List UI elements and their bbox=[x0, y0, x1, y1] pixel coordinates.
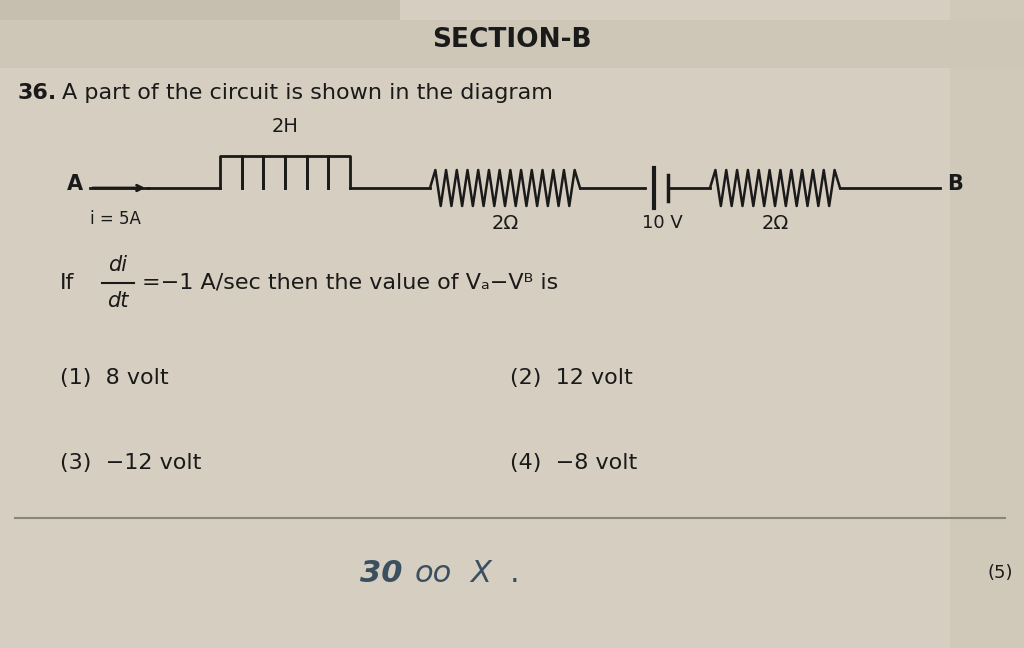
Text: (5): (5) bbox=[987, 564, 1013, 582]
Text: di: di bbox=[109, 255, 128, 275]
Bar bbox=[0, 0, 400, 68]
Bar bbox=[0, 20, 1024, 68]
Text: 36.: 36. bbox=[18, 83, 57, 103]
Text: (3)  −12 volt: (3) −12 volt bbox=[60, 453, 202, 473]
Text: 2Ω: 2Ω bbox=[492, 214, 518, 233]
Text: B: B bbox=[947, 174, 963, 194]
Text: .: . bbox=[510, 559, 519, 588]
Text: SECTION-B: SECTION-B bbox=[432, 27, 592, 53]
Bar bbox=[950, 0, 1024, 648]
Text: oo: oo bbox=[415, 559, 453, 588]
Text: 30: 30 bbox=[360, 559, 402, 588]
Text: A part of the circuit is shown in the diagram: A part of the circuit is shown in the di… bbox=[62, 83, 553, 103]
Text: dt: dt bbox=[108, 291, 129, 311]
Text: (1)  8 volt: (1) 8 volt bbox=[60, 368, 169, 388]
Text: A: A bbox=[67, 174, 83, 194]
Text: X: X bbox=[470, 559, 490, 588]
Text: =−1 A/sec then the value of Vₐ−Vᴮ is: =−1 A/sec then the value of Vₐ−Vᴮ is bbox=[142, 273, 558, 293]
Text: i = 5A: i = 5A bbox=[89, 210, 140, 228]
Text: (4)  −8 volt: (4) −8 volt bbox=[510, 453, 637, 473]
Text: 10 V: 10 V bbox=[642, 214, 682, 232]
Text: If: If bbox=[60, 273, 75, 293]
Text: (2)  12 volt: (2) 12 volt bbox=[510, 368, 633, 388]
Text: 2H: 2H bbox=[271, 117, 298, 136]
Text: 2Ω: 2Ω bbox=[762, 214, 788, 233]
